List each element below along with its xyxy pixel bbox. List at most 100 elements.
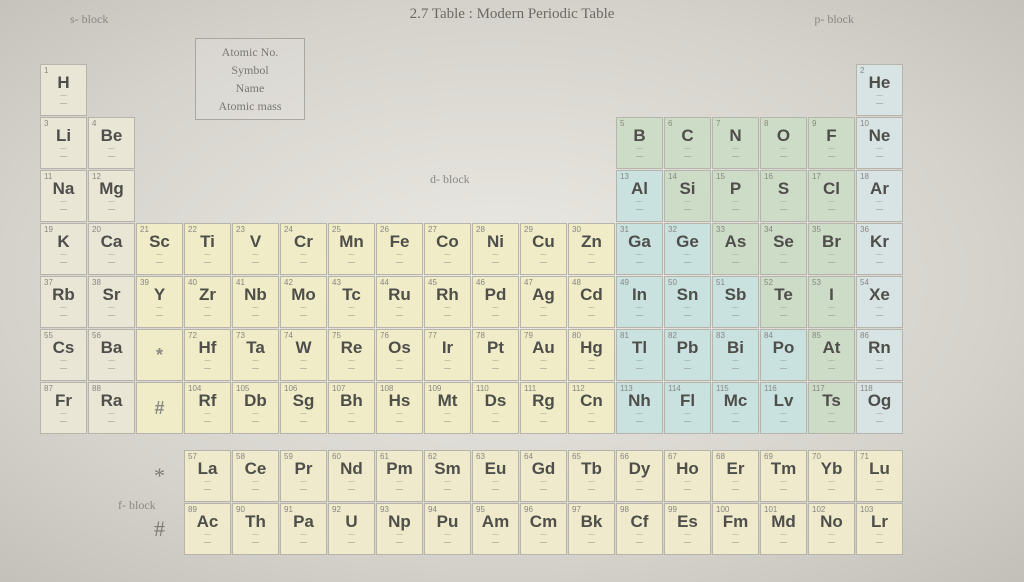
atomic-number: 48 bbox=[572, 278, 581, 287]
element-tc: 43Tc—— bbox=[328, 276, 375, 328]
element-symbol: I bbox=[829, 286, 834, 303]
atomic-number: 51 bbox=[716, 278, 725, 287]
element-ca: 20Ca—— bbox=[88, 223, 135, 275]
atomic-number: 37 bbox=[44, 278, 53, 287]
element-ba: 56Ba—— bbox=[88, 329, 135, 381]
element-yb: 70Yb—— bbox=[808, 450, 855, 502]
element-symbol: Se bbox=[773, 233, 794, 250]
atomic-number: 53 bbox=[812, 278, 821, 287]
element-symbol: Ts bbox=[822, 392, 841, 409]
element-symbol: Ta bbox=[246, 339, 265, 356]
element-lv: 116Lv—— bbox=[760, 382, 807, 434]
element-symbol: Rf bbox=[199, 392, 217, 409]
element-ra: 88Ra—— bbox=[88, 382, 135, 434]
element-lu: 71Lu—— bbox=[856, 450, 903, 502]
element-symbol: Tc bbox=[342, 286, 361, 303]
element-symbol: W bbox=[295, 339, 311, 356]
element-symbol: Ga bbox=[628, 233, 651, 250]
atomic-number: 3 bbox=[44, 119, 48, 128]
element-nd: 60Nd—— bbox=[328, 450, 375, 502]
element-no: 102No—— bbox=[808, 503, 855, 555]
element-o: 8O—— bbox=[760, 117, 807, 169]
atomic-number: 32 bbox=[668, 225, 677, 234]
element-c: 6C—— bbox=[664, 117, 711, 169]
element-ho: 67Ho—— bbox=[664, 450, 711, 502]
element-symbol: In bbox=[632, 286, 647, 303]
element-symbol: Bh bbox=[340, 392, 363, 409]
atomic-number: 113 bbox=[620, 384, 633, 393]
atomic-number: 20 bbox=[92, 225, 101, 234]
f-row-marker: * bbox=[136, 450, 183, 502]
element-symbol: Ni bbox=[487, 233, 504, 250]
element-pm: 61Pm—— bbox=[376, 450, 423, 502]
element-be: 4Be—— bbox=[88, 117, 135, 169]
element-symbol: Cr bbox=[294, 233, 313, 250]
atomic-number: 84 bbox=[764, 331, 773, 340]
element-pa: 91Pa—— bbox=[280, 503, 327, 555]
element-hg: 80Hg—— bbox=[568, 329, 615, 381]
element-symbol: Cd bbox=[580, 286, 603, 303]
element-symbol: Cu bbox=[532, 233, 555, 250]
atomic-number: 106 bbox=[284, 384, 297, 393]
element-kr: 36Kr—— bbox=[856, 223, 903, 275]
element-symbol: Mo bbox=[291, 286, 316, 303]
element-symbol: Bi bbox=[727, 339, 744, 356]
element-symbol: Au bbox=[532, 339, 555, 356]
atomic-number: 15 bbox=[716, 172, 725, 181]
element-ag: 47Ag—— bbox=[520, 276, 567, 328]
element-symbol: Kr bbox=[870, 233, 889, 250]
element-v: 23V—— bbox=[232, 223, 279, 275]
element-pu: 94Pu—— bbox=[424, 503, 471, 555]
atomic-number: 19 bbox=[44, 225, 53, 234]
atomic-number: 38 bbox=[92, 278, 101, 287]
element-n: 7N—— bbox=[712, 117, 759, 169]
element-w: 74W—— bbox=[280, 329, 327, 381]
element-tb: 65Tb—— bbox=[568, 450, 615, 502]
element-p: 15P—— bbox=[712, 170, 759, 222]
atomic-number: 107 bbox=[332, 384, 345, 393]
element-symbol: Ba bbox=[101, 339, 123, 356]
element-bi: 83Bi—— bbox=[712, 329, 759, 381]
element-symbol: # bbox=[154, 399, 164, 417]
element-rg: 111Rg—— bbox=[520, 382, 567, 434]
element-symbol: Hf bbox=[199, 339, 217, 356]
element-si: 14Si—— bbox=[664, 170, 711, 222]
element-symbol: Rn bbox=[868, 339, 891, 356]
element-ti: 22Ti—— bbox=[184, 223, 231, 275]
atomic-number: 41 bbox=[236, 278, 245, 287]
element-pd: 46Pd—— bbox=[472, 276, 519, 328]
element-cu: 29Cu—— bbox=[520, 223, 567, 275]
atomic-number: 87 bbox=[44, 384, 53, 393]
atomic-number: 80 bbox=[572, 331, 581, 340]
element-symbol: Ru bbox=[388, 286, 411, 303]
element-hs: 108Hs—— bbox=[376, 382, 423, 434]
element-symbol: Pd bbox=[485, 286, 507, 303]
element-symbol: Og bbox=[868, 392, 892, 409]
element-symbol: He bbox=[869, 74, 891, 91]
element-ga: 31Ga—— bbox=[616, 223, 663, 275]
atomic-number: 26 bbox=[380, 225, 389, 234]
element-ta: 73Ta—— bbox=[232, 329, 279, 381]
element-br: 35Br—— bbox=[808, 223, 855, 275]
atomic-number: 112 bbox=[572, 384, 585, 393]
atomic-number: 115 bbox=[716, 384, 729, 393]
element-symbol: Nb bbox=[244, 286, 267, 303]
element-in: 49In—— bbox=[616, 276, 663, 328]
element-symbol: Co bbox=[436, 233, 459, 250]
element-au: 79Au—— bbox=[520, 329, 567, 381]
element-symbol: Br bbox=[822, 233, 841, 250]
atomic-number: 74 bbox=[284, 331, 293, 340]
atomic-number: 22 bbox=[188, 225, 197, 234]
element-re: 75Re—— bbox=[328, 329, 375, 381]
element-f: 9F—— bbox=[808, 117, 855, 169]
atomic-number: 55 bbox=[44, 331, 53, 340]
element-symbol: Fl bbox=[680, 392, 695, 409]
element-y: 39Y—— bbox=[136, 276, 183, 328]
element-symbol: Lv bbox=[774, 392, 794, 409]
periodic-table-main: 1H——2He——3Li——4Be——5B——6C——7N——8O——9F——1… bbox=[40, 64, 903, 434]
atomic-number: 73 bbox=[236, 331, 245, 340]
element-at: 85At—— bbox=[808, 329, 855, 381]
element-symbol: Ar bbox=[870, 180, 889, 197]
atomic-number: 111 bbox=[524, 384, 536, 393]
element-symbol: Cn bbox=[580, 392, 603, 409]
